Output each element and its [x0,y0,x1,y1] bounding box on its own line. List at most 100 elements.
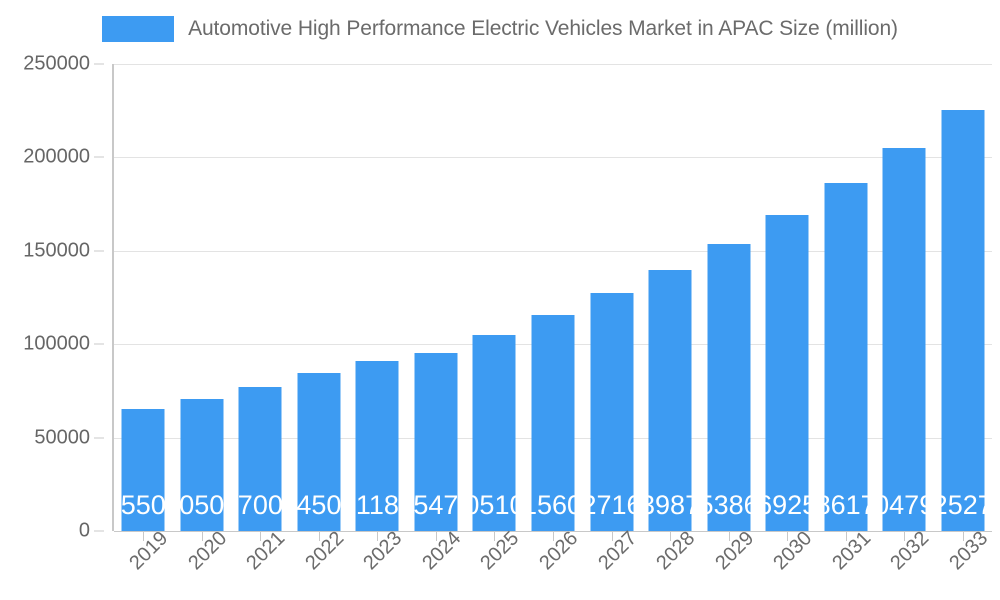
bar-value-label: 77000 [238,490,282,520]
bar-value-label: 115600 [531,490,574,520]
bar[interactable]: 127160 [590,293,634,531]
y-axis-tick-mark [94,343,104,345]
x-axis-tick-label: 2032 [886,527,934,575]
x-axis-tick-mark [904,531,906,541]
y-axis-tick-label: 250000 [23,52,90,75]
bar-slot: 70500 [173,64,232,541]
bar-slot: 153860 [699,64,758,541]
x-axis-tick-mark [728,531,730,541]
bar[interactable]: 105100 [472,334,516,531]
x-axis-tick-label: 2024 [418,527,466,575]
x-label-slot: 2024 [405,527,465,600]
plot-area: 65500 70500 77000 84500 91180 95472 105100 1156… [112,64,992,541]
x-axis-tick-mark [670,531,672,541]
x-axis-tick-mark [377,531,379,541]
bar[interactable]: 70500 [180,399,224,531]
x-label-slot: 2031 [814,527,875,600]
x-axis-tick-mark [435,531,437,541]
x-label-slot: 2033 [931,527,992,600]
x-label-slot: 2025 [463,527,524,600]
y-axis-tick-label: 100000 [23,332,90,355]
bar[interactable]: 91180 [355,360,399,531]
x-axis-tick-label: 2026 [535,527,583,575]
x-label-slot: 2032 [873,527,933,600]
bar[interactable]: 169250 [765,214,809,531]
x-label-slot: 2030 [756,527,816,600]
bar-value-label: 127160 [590,490,633,520]
bar-slot: 127160 [582,64,641,541]
x-label-slot: 2021 [229,527,290,600]
bar-value-label: 65500 [121,490,165,520]
x-label-slot: 2029 [697,527,758,600]
x-axis-tick-label: 2022 [301,527,349,575]
x-axis-tick-label: 2028 [652,527,700,575]
bar-value-label: 84500 [297,490,341,520]
y-axis-tick-mark [94,530,104,532]
y-axis-tick-mark [94,437,104,439]
x-label-slot: 2019 [112,527,173,600]
bar-value-label: 169250 [766,490,809,520]
bar-slot: 77000 [231,64,290,541]
bar[interactable]: 65500 [121,408,165,531]
x-axis-tick-label: 2031 [827,527,875,575]
y-axis-tick-label: 50000 [34,426,90,449]
bar-value-label: 70500 [180,490,224,520]
bar-slot: 139870 [641,64,700,541]
bar[interactable]: 84500 [297,373,341,531]
x-axis-tick-label: 2021 [242,527,290,575]
x-axis-tick-mark [201,531,203,541]
x-axis-tick-label: 2027 [593,527,641,575]
x-axis-tick-label: 2033 [944,527,993,575]
x-axis-tick-label: 2025 [476,527,524,575]
x-axis-tick-mark [787,531,789,541]
bar-value-label: 105100 [473,490,516,520]
y-axis-labels: 0 50000 100000 150000 200000 250000 [0,53,104,542]
bar-value-label: 153860 [707,490,750,520]
bar[interactable]: 77000 [238,387,282,531]
bar-slot: 65500 [114,64,173,541]
legend-series-label: Automotive High Performance Electric Veh… [188,17,898,40]
y-axis-tick-mark [94,156,104,158]
bar-value-label: 204790 [883,490,926,520]
bar-slot: 115600 [524,64,583,541]
bar-value-label: 95472 [414,490,458,520]
bar[interactable]: 115600 [531,315,575,531]
bar-series: 65500 70500 77000 84500 91180 95472 105100 1156… [114,64,992,541]
x-label-slot: 2026 [522,527,582,600]
y-axis-tick-label: 200000 [23,145,90,168]
bar-value-label: 91180 [355,490,399,520]
bar-slot: 204790 [875,64,934,541]
x-axis-tick-mark [552,531,554,541]
bar-value-label: 225270 [941,490,984,520]
y-axis-tick-mark [94,250,104,252]
x-axis-tick-mark [318,531,320,541]
x-axis-tick-label: 2023 [359,527,407,575]
legend-color-swatch [102,16,175,42]
x-label-slot: 2027 [580,527,641,600]
bar-slot: 91180 [348,64,407,541]
bar[interactable]: 95472 [414,352,458,531]
bar[interactable]: 204790 [882,148,926,531]
bar-value-label: 139870 [649,490,692,520]
bar[interactable]: 139870 [648,269,692,531]
bar[interactable]: 225270 [941,110,985,531]
y-axis-tick-mark [94,63,104,65]
x-label-slot: 2022 [288,527,348,600]
y-axis-tick-label: 150000 [23,239,90,262]
gridline [114,157,992,159]
x-axis-tick-mark [962,531,964,541]
chart-legend: Automotive High Performance Electric Veh… [0,12,1000,46]
x-axis-tick-mark [143,531,145,541]
bar[interactable]: 153860 [707,243,751,531]
x-axis-tick-mark [611,531,613,541]
x-axis-tick-mark [845,531,847,541]
x-axis-tick-label: 2020 [184,527,232,575]
bar-slot: 95472 [407,64,466,541]
x-axis-tick-label: 2019 [125,527,173,575]
bar-slot: 225270 [933,64,992,541]
x-axis-tick-mark [494,531,496,541]
x-axis-tick-label: 2030 [769,527,817,575]
bar-slot: 169250 [758,64,817,541]
bar[interactable]: 186170 [824,183,868,531]
